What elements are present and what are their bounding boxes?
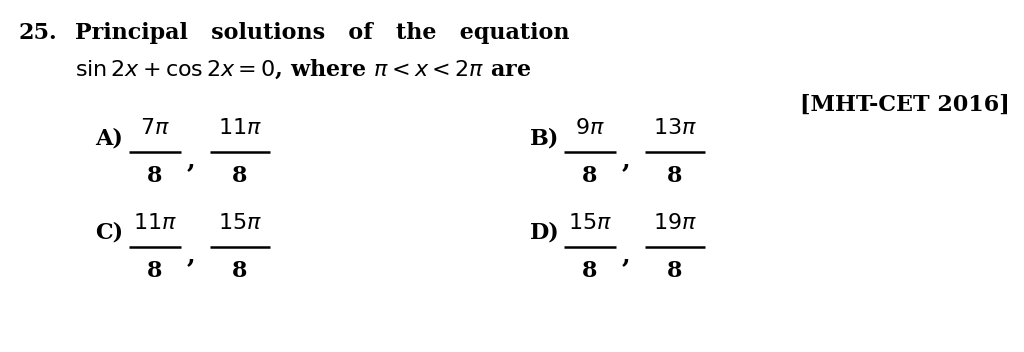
Text: $11\pi$: $11\pi$ <box>218 117 262 139</box>
Text: $19\pi$: $19\pi$ <box>653 212 697 234</box>
Text: 8: 8 <box>668 260 683 282</box>
Text: 8: 8 <box>583 260 598 282</box>
Text: D): D) <box>530 222 560 244</box>
Text: 8: 8 <box>232 165 248 187</box>
Text: [MHT-CET 2016]: [MHT-CET 2016] <box>800 94 1010 116</box>
Text: ,: , <box>187 148 196 172</box>
Text: C): C) <box>95 222 123 244</box>
Text: 8: 8 <box>668 165 683 187</box>
Text: $15\pi$: $15\pi$ <box>218 212 262 234</box>
Text: $11\pi$: $11\pi$ <box>133 212 177 234</box>
Text: $15\pi$: $15\pi$ <box>568 212 612 234</box>
Text: 25.: 25. <box>18 22 56 44</box>
Text: 8: 8 <box>147 260 163 282</box>
Text: 8: 8 <box>232 260 248 282</box>
Text: $13\pi$: $13\pi$ <box>653 117 697 139</box>
Text: B): B) <box>530 127 559 149</box>
Text: $\sin 2x + \cos 2x = 0$, where $\pi < x < 2\pi$ are: $\sin 2x + \cos 2x = 0$, where $\pi < x … <box>75 58 531 81</box>
Text: Principal   solutions   of   the   equation: Principal solutions of the equation <box>75 22 569 44</box>
Text: 8: 8 <box>147 165 163 187</box>
Text: ,: , <box>622 148 631 172</box>
Text: ,: , <box>622 243 631 267</box>
Text: $9\pi$: $9\pi$ <box>575 117 605 139</box>
Text: 8: 8 <box>583 165 598 187</box>
Text: ,: , <box>187 243 196 267</box>
Text: A): A) <box>95 127 123 149</box>
Text: $7\pi$: $7\pi$ <box>140 117 170 139</box>
